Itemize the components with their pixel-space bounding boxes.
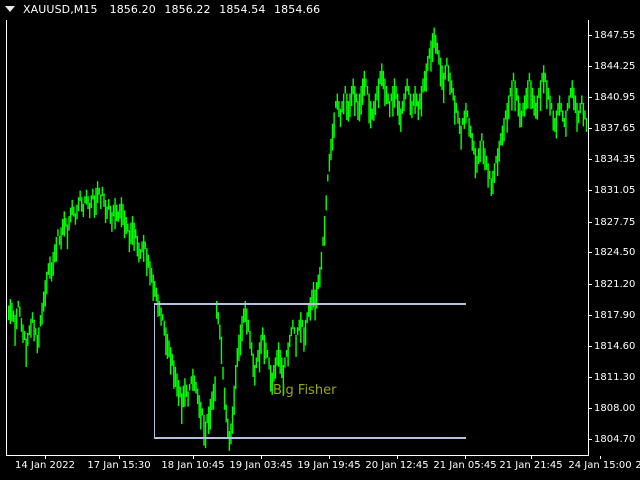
time-axis-tick-label: 20 Jan 12:45 [365, 460, 429, 471]
time-axis-tick-label: 25 Jan 08:00 [635, 460, 640, 471]
time-axis-tick-label: 24 Jan 15:00 [568, 460, 632, 471]
tick-mark [589, 221, 592, 223]
chart-plot-area[interactable]: Big Fisher [8, 20, 587, 454]
price-axis-tick-label: 1844.25 [594, 60, 636, 72]
tick-mark [589, 34, 592, 36]
price-axis-tick-label: 1847.55 [594, 29, 636, 41]
price-axis-tick-label: 1827.75 [594, 216, 636, 228]
ohlc-high: 1856.22 [164, 2, 211, 16]
tick-mark [329, 456, 330, 459]
tick-mark [589, 190, 592, 192]
time-axis-tick-label: 14 Jan 2022 [15, 460, 75, 471]
channel-label[interactable]: Big Fisher [273, 383, 337, 398]
ohlc-values: 1856.20 1856.22 1854.54 1854.66 [110, 3, 326, 16]
tick-mark [589, 96, 592, 98]
ohlc-low: 1854.54 [219, 2, 266, 16]
ohlc-open: 1856.20 [109, 2, 156, 16]
price-axis-tick-label: 1814.60 [594, 340, 636, 352]
price-axis-tick-label: 1821.20 [594, 278, 636, 290]
price-axis-tick-label: 1831.05 [594, 185, 636, 197]
tick-mark [589, 283, 592, 285]
tick-mark [261, 456, 262, 459]
time-axis-tick-label: 19 Jan 03:45 [229, 460, 293, 471]
tick-mark [589, 65, 592, 67]
tick-mark [465, 456, 466, 459]
channel-left-line[interactable] [154, 303, 155, 439]
tick-mark [600, 456, 601, 459]
price-axis-tick-label: 1840.95 [594, 91, 636, 103]
price-axis-tick-label: 1817.90 [594, 309, 636, 321]
tick-mark [397, 456, 398, 459]
time-axis-tick-label: 21 Jan 21:45 [499, 460, 563, 471]
price-axis-tick-label: 1804.70 [594, 434, 636, 446]
tick-mark [589, 252, 592, 254]
tick-mark [45, 456, 46, 459]
chart-header: XAUUSD,M15 1856.20 1856.22 1854.54 1854.… [0, 0, 640, 18]
tick-mark [119, 456, 120, 459]
tick-mark [589, 345, 592, 347]
tick-mark [531, 456, 532, 459]
channel-bottom-line[interactable] [154, 437, 466, 439]
tick-mark [589, 408, 592, 410]
price-axis-tick-label: 1808.00 [594, 403, 636, 415]
tick-mark [589, 128, 592, 130]
time-axis-tick-label: 21 Jan 05:45 [433, 460, 497, 471]
symbol-timeframe-label: XAUUSD,M15 [23, 2, 98, 16]
chart-plot-frame[interactable]: Big Fisher [6, 20, 589, 456]
tick-mark [589, 439, 592, 441]
price-axis[interactable]: 1847.55 1844.25 1840.95 1837.65 1834.35 1831.… [589, 20, 640, 456]
time-axis-tick-label: 17 Jan 15:30 [87, 460, 151, 471]
time-axis-tick-label: 19 Jan 19:45 [297, 460, 361, 471]
price-axis-tick-label: 1811.30 [594, 372, 636, 384]
price-axis-tick-label: 1837.65 [594, 123, 636, 135]
price-axis-tick-label: 1834.35 [594, 154, 636, 166]
time-axis-tick-label: 18 Jan 10:45 [161, 460, 225, 471]
tick-mark [589, 314, 592, 316]
tick-mark [193, 456, 194, 459]
tick-mark [589, 377, 592, 379]
price-bars [8, 27, 587, 451]
channel-top-line[interactable] [154, 303, 466, 305]
ohlc-close: 1854.66 [274, 2, 321, 16]
chevron-down-icon[interactable] [5, 6, 15, 12]
tick-mark [589, 159, 592, 161]
time-axis[interactable]: 14 Jan 2022 17 Jan 15:30 18 Jan 10:45 19 Ja… [0, 456, 640, 480]
price-axis-tick-label: 1824.50 [594, 247, 636, 259]
